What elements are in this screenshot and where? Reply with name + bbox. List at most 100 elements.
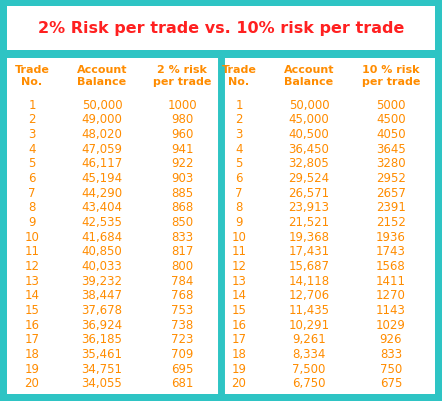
Text: 709: 709	[171, 347, 193, 360]
Text: 20: 20	[25, 376, 39, 389]
Text: 36,924: 36,924	[81, 318, 122, 331]
Text: 17: 17	[24, 332, 39, 345]
Text: 1568: 1568	[376, 259, 406, 272]
Text: 39,232: 39,232	[81, 274, 122, 287]
Text: 1143: 1143	[376, 303, 406, 316]
Text: 15: 15	[232, 303, 247, 316]
Text: 4050: 4050	[376, 128, 406, 141]
Text: 2: 2	[235, 113, 243, 126]
Text: 37,678: 37,678	[81, 303, 122, 316]
Text: 8,334: 8,334	[292, 347, 326, 360]
Text: 8: 8	[28, 201, 36, 214]
Text: 36,450: 36,450	[289, 142, 329, 155]
Text: 16: 16	[232, 318, 247, 331]
Text: 4: 4	[28, 142, 36, 155]
Text: 50,000: 50,000	[82, 99, 122, 111]
Text: 753: 753	[171, 303, 193, 316]
Text: 14: 14	[24, 289, 39, 302]
Text: 850: 850	[171, 215, 193, 229]
Text: 7: 7	[28, 186, 36, 199]
Text: 14,118: 14,118	[289, 274, 330, 287]
Text: 2 % risk
per trade: 2 % risk per trade	[153, 65, 211, 86]
Text: 885: 885	[171, 186, 193, 199]
Text: 4500: 4500	[376, 113, 406, 126]
Text: 12: 12	[232, 259, 247, 272]
Text: 10: 10	[232, 230, 247, 243]
Text: 45,000: 45,000	[289, 113, 329, 126]
Text: 3280: 3280	[376, 157, 406, 170]
Text: 681: 681	[171, 376, 193, 389]
Text: 6: 6	[28, 172, 36, 184]
Text: 44,290: 44,290	[81, 186, 122, 199]
Text: 21,521: 21,521	[289, 215, 330, 229]
Text: Trade
No.: Trade No.	[15, 65, 50, 86]
Text: 2391: 2391	[376, 201, 406, 214]
Text: 32,805: 32,805	[289, 157, 329, 170]
Text: 3645: 3645	[376, 142, 406, 155]
Text: 2952: 2952	[376, 172, 406, 184]
Text: 19,368: 19,368	[289, 230, 329, 243]
Text: 800: 800	[171, 259, 193, 272]
Text: 7,500: 7,500	[292, 362, 326, 375]
Text: 1743: 1743	[376, 245, 406, 258]
Text: 833: 833	[171, 230, 193, 243]
Text: 3: 3	[28, 128, 36, 141]
Text: 40,850: 40,850	[82, 245, 122, 258]
Text: 36,185: 36,185	[82, 332, 122, 345]
Text: 7: 7	[235, 186, 243, 199]
Text: 34,055: 34,055	[82, 376, 122, 389]
Text: 9: 9	[28, 215, 36, 229]
Text: 17,431: 17,431	[289, 245, 330, 258]
Text: 5: 5	[28, 157, 36, 170]
Text: 8: 8	[235, 201, 243, 214]
Text: 1936: 1936	[376, 230, 406, 243]
Text: 6,750: 6,750	[292, 376, 326, 389]
Text: 5: 5	[235, 157, 243, 170]
Text: 18: 18	[232, 347, 247, 360]
Text: 1: 1	[235, 99, 243, 111]
Text: 15,687: 15,687	[289, 259, 329, 272]
Text: 14: 14	[232, 289, 247, 302]
Text: Account
Balance: Account Balance	[284, 65, 334, 86]
Text: 10 % risk
per trade: 10 % risk per trade	[362, 65, 420, 86]
Text: 12,706: 12,706	[289, 289, 330, 302]
Text: 10: 10	[25, 230, 39, 243]
Text: 26,571: 26,571	[289, 186, 330, 199]
Text: 1: 1	[28, 99, 36, 111]
Text: 926: 926	[380, 332, 402, 345]
Text: 40,500: 40,500	[289, 128, 329, 141]
Text: 40,033: 40,033	[82, 259, 122, 272]
Text: 833: 833	[380, 347, 402, 360]
Text: 3: 3	[235, 128, 243, 141]
Text: 922: 922	[171, 157, 193, 170]
Text: 4: 4	[235, 142, 243, 155]
Text: 784: 784	[171, 274, 193, 287]
Text: 41,684: 41,684	[81, 230, 122, 243]
Text: 17: 17	[232, 332, 247, 345]
Text: 11: 11	[232, 245, 247, 258]
Text: 817: 817	[171, 245, 193, 258]
Text: 23,913: 23,913	[289, 201, 329, 214]
Text: 2657: 2657	[376, 186, 406, 199]
Text: 768: 768	[171, 289, 193, 302]
Text: 12: 12	[24, 259, 39, 272]
Text: 11,435: 11,435	[289, 303, 329, 316]
Text: 1411: 1411	[376, 274, 406, 287]
Text: 46,117: 46,117	[81, 157, 122, 170]
Text: 2: 2	[28, 113, 36, 126]
Text: 1270: 1270	[376, 289, 406, 302]
Text: 738: 738	[171, 318, 193, 331]
Text: 13: 13	[25, 274, 39, 287]
Text: 695: 695	[171, 362, 193, 375]
Text: Trade
No.: Trade No.	[221, 65, 256, 86]
Text: 45,194: 45,194	[81, 172, 122, 184]
Text: 19: 19	[232, 362, 247, 375]
FancyBboxPatch shape	[7, 59, 435, 394]
Text: 675: 675	[380, 376, 402, 389]
Text: 903: 903	[171, 172, 193, 184]
Text: 29,524: 29,524	[289, 172, 330, 184]
Text: 1000: 1000	[167, 99, 197, 111]
Text: 750: 750	[380, 362, 402, 375]
Text: 19: 19	[24, 362, 39, 375]
Text: 5000: 5000	[376, 99, 406, 111]
